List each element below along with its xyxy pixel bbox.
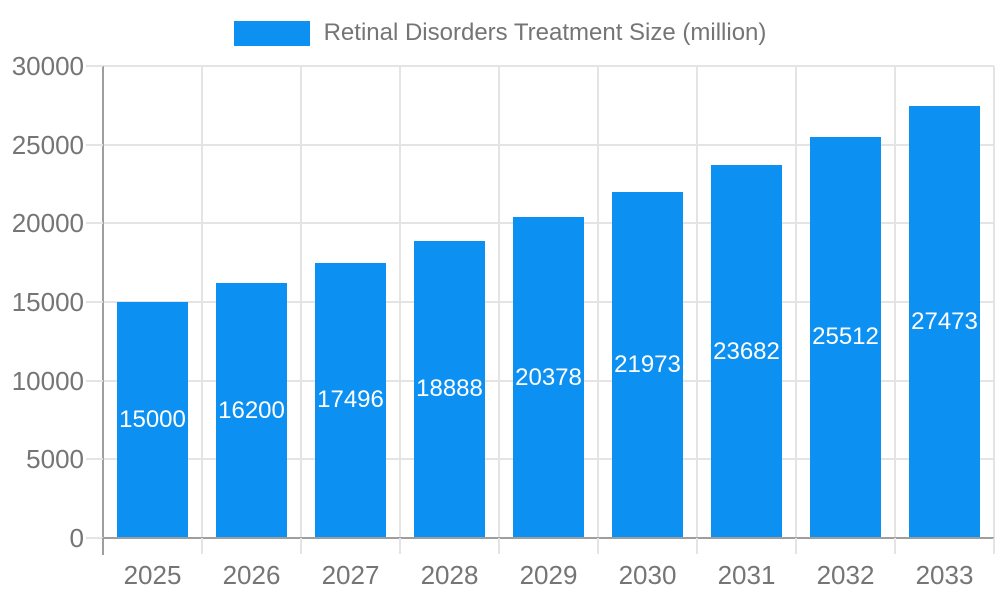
bar-value-label: 16200: [218, 396, 285, 424]
x-grid-line: [201, 66, 203, 538]
x-tick: [102, 538, 104, 554]
x-tick: [993, 538, 995, 554]
x-axis-label: 2033: [915, 560, 974, 590]
bar-value-label: 27473: [911, 307, 978, 335]
legend-swatch: [233, 20, 310, 46]
bar: 16200: [216, 283, 287, 538]
y-axis-label: 20000: [11, 208, 84, 239]
bar-value-label: 17496: [317, 386, 384, 414]
x-grid-line: [498, 66, 500, 538]
x-axis-label: 2032: [816, 560, 875, 590]
y-grid-line: [103, 143, 994, 146]
legend: Retinal Disorders Treatment Size (millio…: [0, 18, 1000, 48]
x-axis-label: 2025: [123, 560, 182, 590]
bar: 23682: [711, 165, 782, 538]
x-tick: [795, 538, 797, 554]
x-axis-label: 2026: [222, 560, 281, 590]
y-tick: [86, 222, 103, 225]
x-grid-line: [597, 66, 599, 538]
y-axis-label: 5000: [26, 444, 84, 475]
x-grid-line: [399, 66, 401, 538]
x-tick: [498, 538, 500, 554]
x-grid-line: [696, 66, 698, 538]
x-grid-line: [795, 66, 797, 538]
x-axis-line: [103, 537, 994, 539]
y-grid-line: [103, 65, 994, 67]
y-tick: [86, 301, 103, 303]
y-axis-label: 10000: [11, 365, 84, 396]
x-axis-label: 2028: [420, 560, 479, 590]
plot-area: 15000 16200 17496 18888 20378 21973 23682 25512…: [103, 65, 995, 538]
x-grid-line: [300, 66, 302, 538]
x-axis-label: 2027: [321, 560, 380, 590]
x-tick: [399, 538, 401, 554]
x-tick: [894, 538, 896, 554]
bar-value-label: 21973: [614, 351, 681, 379]
y-axis-label: 25000: [11, 129, 84, 160]
x-axis-label: 2031: [717, 560, 776, 590]
bar: 21973: [612, 192, 683, 538]
bar-value-label: 25512: [812, 323, 879, 351]
legend-label: Retinal Disorders Treatment Size (millio…: [323, 19, 767, 46]
bar-value-label: 15000: [119, 406, 186, 433]
y-tick: [86, 458, 103, 461]
x-axis-label: 2029: [519, 560, 578, 590]
bar-value-label: 18888: [416, 375, 483, 403]
x-tick: [201, 538, 203, 554]
y-axis-line: [102, 66, 104, 555]
x-axis-label: 2030: [618, 560, 677, 590]
y-axis-label: 0: [69, 523, 84, 553]
bar: 27473: [909, 105, 980, 538]
x-grid-line: [894, 66, 896, 538]
bar: 20378: [513, 217, 584, 538]
y-axis-label: 30000: [11, 51, 84, 81]
bar: 15000: [117, 302, 188, 538]
y-tick: [86, 65, 103, 67]
x-tick: [696, 538, 698, 554]
bar: 18888: [414, 240, 485, 538]
y-axis-label: 15000: [11, 287, 84, 317]
x-tick: [597, 538, 599, 554]
bar-value-label: 23682: [713, 337, 780, 365]
y-tick: [86, 537, 103, 539]
bar-value-label: 20378: [515, 363, 582, 391]
bar: 17496: [315, 262, 386, 538]
y-tick: [86, 379, 103, 382]
bar: 25512: [810, 136, 881, 538]
y-tick: [86, 143, 103, 146]
x-grid-line: [993, 66, 995, 538]
x-tick: [300, 538, 302, 554]
